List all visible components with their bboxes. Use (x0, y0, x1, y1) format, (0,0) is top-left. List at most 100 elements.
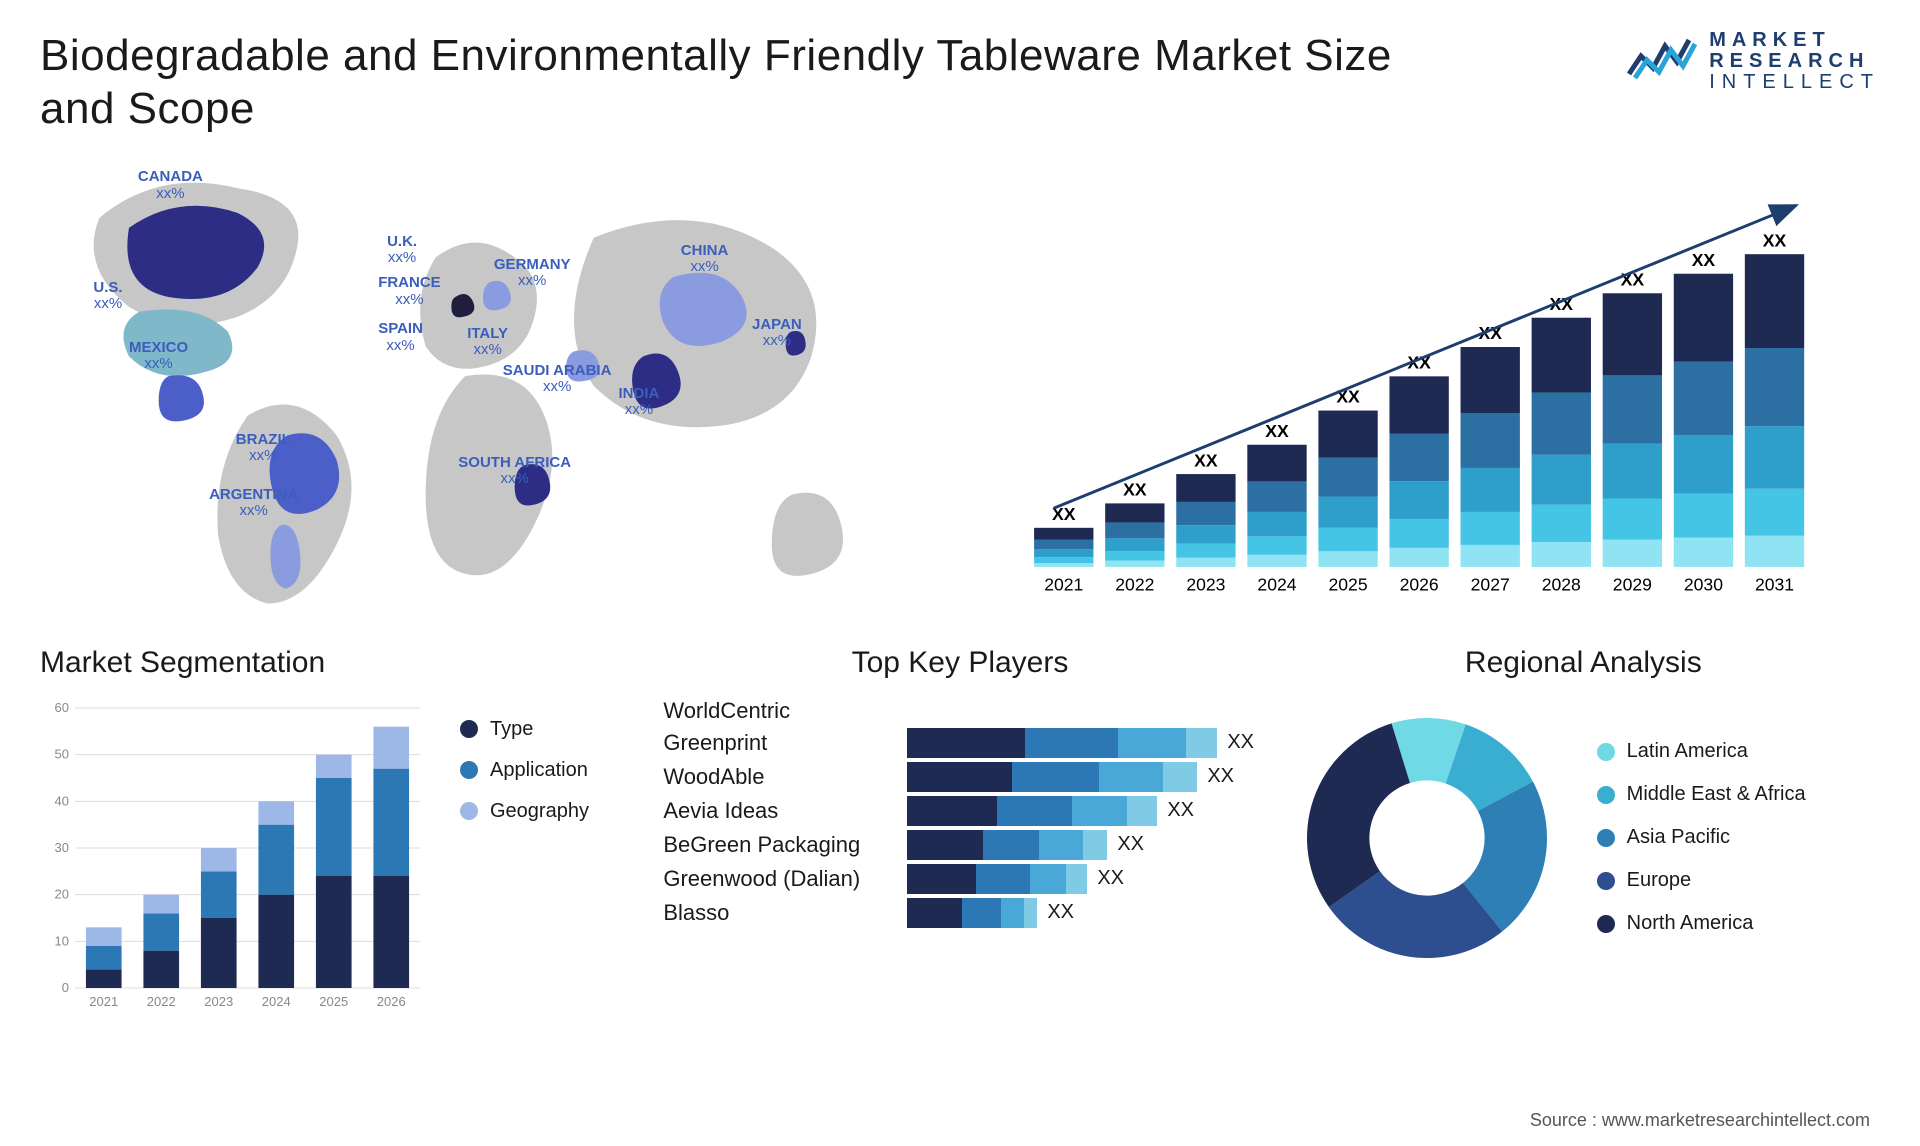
svg-text:2026: 2026 (1400, 574, 1439, 594)
map-label-france: FRANCExx% (378, 275, 441, 308)
map-label-china: CHINAxx% (681, 243, 729, 276)
map-label-canada: CANADAxx% (138, 169, 203, 202)
svg-text:2023: 2023 (1186, 574, 1225, 594)
player-value: XX (1227, 731, 1254, 754)
logo-text: MARKET RESEARCH INTELLECT (1709, 30, 1880, 93)
regional-legend-item: Middle East & Africa (1597, 783, 1806, 806)
player-bar (907, 898, 1037, 928)
page-title: Biodegradable and Environmentally Friend… (40, 30, 1440, 136)
svg-text:2025: 2025 (1329, 574, 1368, 594)
svg-text:XX: XX (1763, 230, 1787, 250)
regional-legend-item: Europe (1597, 869, 1806, 892)
player-name: Greenprint (663, 730, 893, 756)
svg-text:2024: 2024 (1257, 574, 1296, 594)
svg-text:2022: 2022 (147, 994, 176, 1009)
player-bar (907, 728, 1217, 758)
logo-mark-icon (1627, 34, 1697, 89)
player-bar (907, 762, 1197, 792)
svg-text:2022: 2022 (1115, 574, 1154, 594)
svg-text:0: 0 (62, 980, 69, 995)
player-name: WorldCentric (663, 698, 893, 724)
svg-text:XX: XX (1265, 421, 1289, 441)
map-label-us: U.S.xx% (93, 280, 122, 313)
player-name: Blasso (663, 900, 893, 926)
regional-donut-svg (1287, 698, 1567, 978)
player-value: XX (1167, 799, 1194, 822)
map-label-spain: SPAINxx% (378, 321, 423, 354)
segmentation-panel: Market Segmentation 0 10 20 30 40 50 60 2021 202… (40, 646, 633, 1018)
player-row: WorldCentric (663, 698, 1256, 724)
map-label-brazil: BRAZILxx% (236, 432, 291, 465)
regional-legend: Latin AmericaMiddle East & AfricaAsia Pa… (1597, 740, 1806, 935)
player-row: Aevia Ideas XX (663, 796, 1256, 826)
map-label-uk: U.K.xx% (387, 234, 417, 267)
map-label-india: INDIAxx% (619, 386, 660, 419)
svg-text:10: 10 (55, 933, 69, 948)
svg-text:60: 60 (55, 700, 69, 715)
player-name: WoodAble (663, 764, 893, 790)
segmentation-legend-item: Application (460, 759, 589, 782)
svg-text:2024: 2024 (262, 994, 291, 1009)
player-name: Aevia Ideas (663, 798, 893, 824)
player-value: XX (1207, 765, 1234, 788)
map-label-argentina: ARGENTINAxx% (209, 487, 298, 520)
map-label-germany: GERMANYxx% (494, 257, 571, 290)
brand-logo: MARKET RESEARCH INTELLECT (1627, 30, 1880, 93)
svg-text:2027: 2027 (1471, 574, 1510, 594)
svg-text:2023: 2023 (204, 994, 233, 1009)
player-value: XX (1047, 901, 1074, 924)
player-bar (907, 830, 1107, 860)
svg-text:2026: 2026 (377, 994, 406, 1009)
regional-legend-item: North America (1597, 912, 1806, 935)
world-map-svg (40, 156, 930, 616)
players-panel: Top Key Players WorldCentric Greenprint XX… (663, 646, 1256, 1018)
svg-text:30: 30 (55, 840, 69, 855)
players-title: Top Key Players (663, 646, 1256, 680)
svg-text:XX: XX (1123, 479, 1147, 499)
map-mexico (159, 375, 204, 421)
world-map-panel: CANADAxx% U.S.xx%MEXICOxx% BRAZILxx% ARGENT… (40, 156, 930, 616)
player-bar (907, 796, 1157, 826)
segmentation-legend-item: Type (460, 718, 589, 741)
source-attribution: Source : www.marketresearchintellect.com (1530, 1110, 1870, 1131)
players-list: WorldCentricGreenprintXXWoodAbleXXAevia … (663, 698, 1256, 928)
svg-text:XX: XX (1336, 386, 1360, 406)
map-label-japan: JAPANxx% (752, 317, 802, 350)
segmentation-title: Market Segmentation (40, 646, 633, 680)
player-value: XX (1097, 867, 1124, 890)
map-label-mexico: MEXICOxx% (129, 340, 188, 373)
segmentation-legend: TypeApplicationGeography (460, 718, 589, 823)
player-name: Greenwood (Dalian) (663, 866, 893, 892)
map-label-southafrica: SOUTH AFRICAxx% (458, 455, 571, 488)
svg-text:2021: 2021 (1044, 574, 1083, 594)
forecast-chart-svg: XX2021XX2022XX2023XX2024XX2025XX2026XX20… (980, 176, 1870, 606)
svg-text:2031: 2031 (1755, 574, 1794, 594)
header: Biodegradable and Environmentally Friend… (40, 30, 1880, 136)
forecast-chart-panel: XX2021XX2022XX2023XX2024XX2025XX2026XX20… (970, 156, 1880, 616)
svg-text:XX: XX (1194, 450, 1218, 470)
svg-text:2030: 2030 (1684, 574, 1723, 594)
bottom-row: Market Segmentation 0 10 20 30 40 50 60 2021 202… (40, 646, 1880, 1018)
map-label-saudiarabia: SAUDI ARABIAxx% (503, 363, 612, 396)
player-value: XX (1117, 833, 1144, 856)
logo-line-2: RESEARCH (1709, 51, 1880, 72)
regional-panel: Regional Analysis Latin America Middle Ea… (1287, 646, 1880, 1018)
segmentation-chart-svg: 0 10 20 30 40 50 60 2021 2022 2023 2024 2025 2026 (40, 698, 430, 1018)
logo-line-1: MARKET (1709, 30, 1880, 51)
svg-text:2025: 2025 (319, 994, 348, 1009)
regional-title: Regional Analysis (1287, 646, 1880, 680)
svg-text:50: 50 (55, 746, 69, 761)
svg-text:2021: 2021 (89, 994, 118, 1009)
player-row: Greenprint XX (663, 728, 1256, 758)
regional-legend-item: Latin America (1597, 740, 1806, 763)
svg-text:XX: XX (1692, 250, 1716, 270)
player-name: BeGreen Packaging (663, 832, 893, 858)
map-label-italy: ITALYxx% (467, 326, 508, 359)
logo-line-3: INTELLECT (1709, 72, 1880, 93)
svg-text:2028: 2028 (1542, 574, 1581, 594)
player-bar (907, 864, 1087, 894)
svg-text:40: 40 (55, 793, 69, 808)
svg-text:2029: 2029 (1613, 574, 1652, 594)
player-row: BeGreen Packaging XX (663, 830, 1256, 860)
svg-text:20: 20 (55, 886, 69, 901)
